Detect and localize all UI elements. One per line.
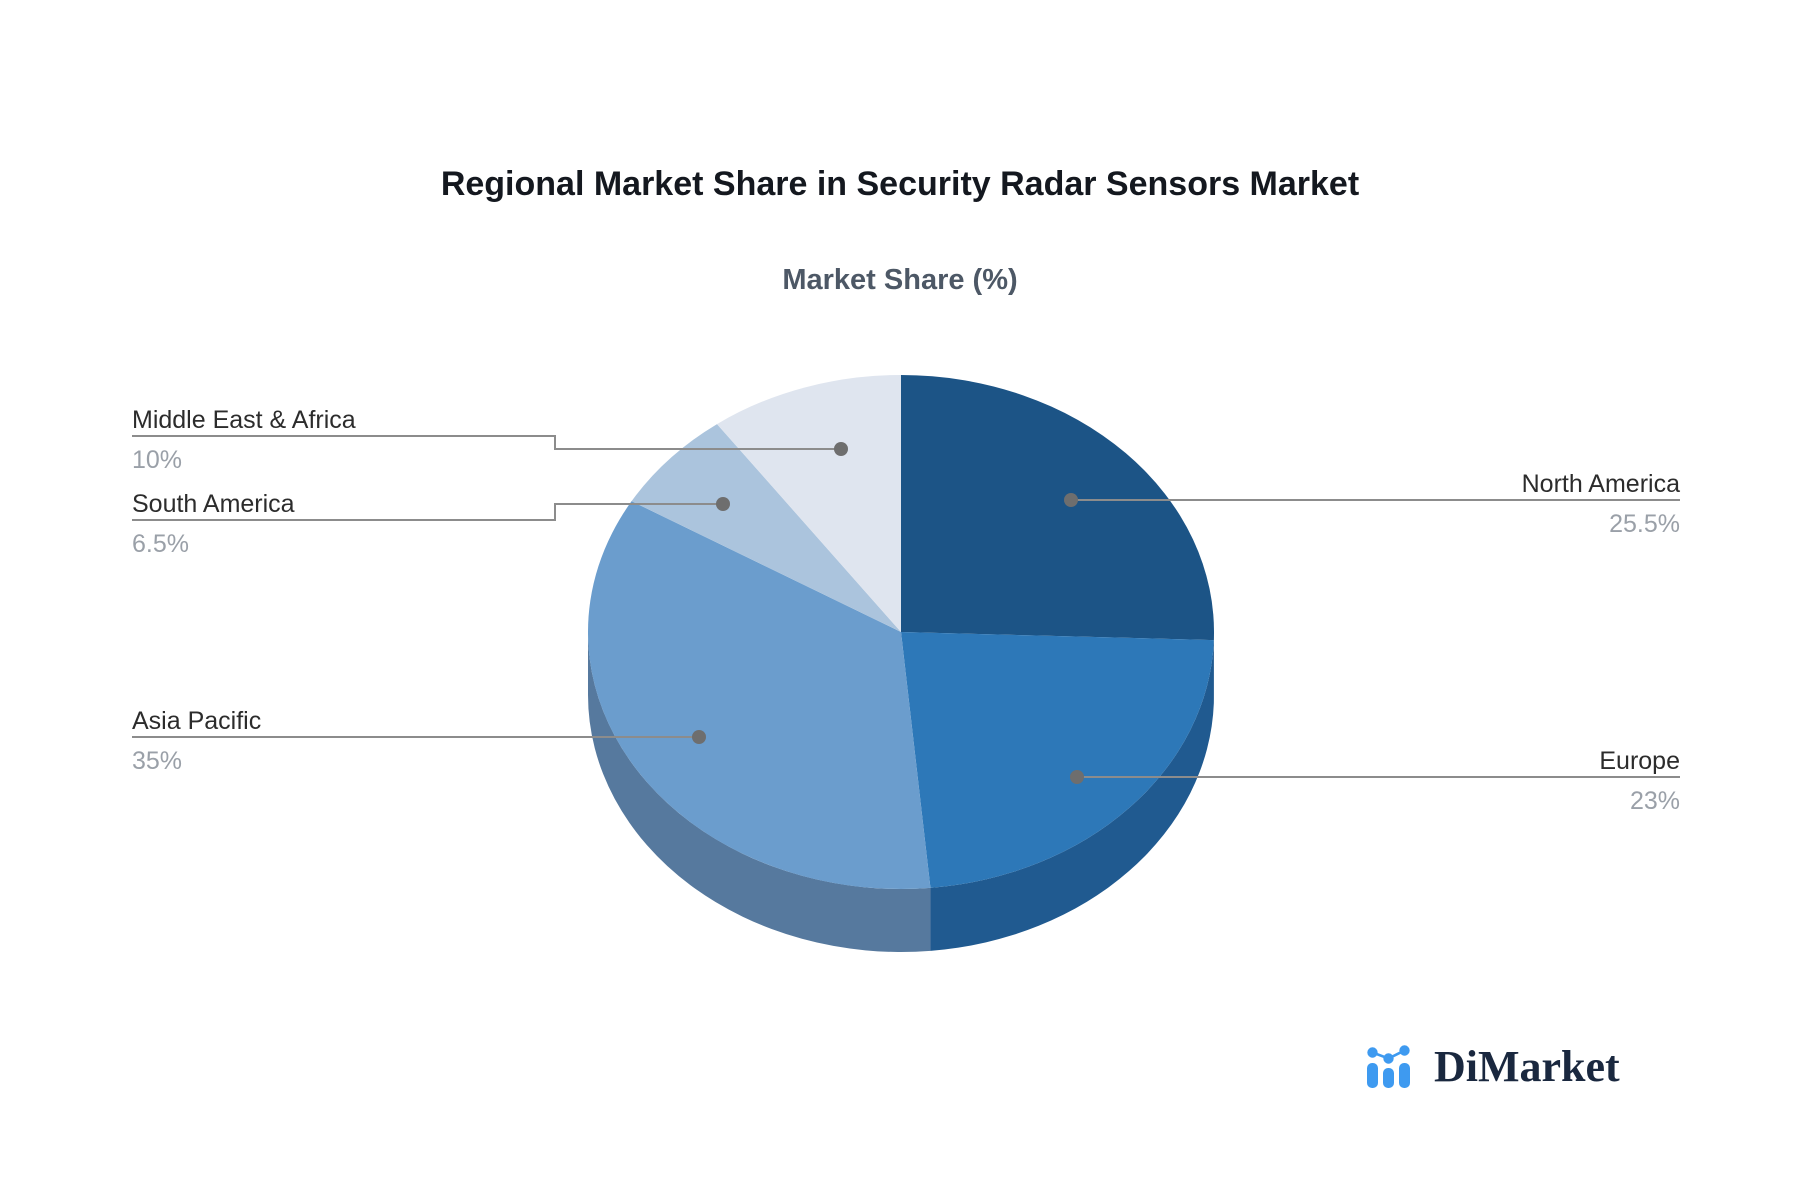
brand-name: DiMarket — [1434, 1042, 1620, 1091]
slice-value: 6.5% — [132, 530, 189, 558]
pie-slice-middle-east-africa[interactable] — [717, 375, 901, 632]
leader-line-middle-east-africa — [132, 435, 835, 450]
label-south-america: South America 6.5% — [132, 488, 295, 560]
leader-dot-middle-east-africa — [834, 442, 848, 456]
leader-dot-asia-pacific — [692, 730, 706, 744]
pie-slice-side-asia-pacific — [588, 632, 931, 953]
label-asia-pacific: Asia Pacific 35% — [132, 705, 261, 777]
pie-slice-south-america[interactable] — [631, 424, 901, 632]
leader-dot-north-america — [1064, 493, 1078, 507]
pie-slice-europe[interactable] — [901, 632, 1214, 888]
pie-slice-north-america[interactable] — [901, 375, 1214, 641]
slice-name: Middle East & Africa — [132, 406, 356, 434]
slice-value: 23% — [1629, 787, 1680, 815]
slice-value: 10% — [132, 446, 183, 474]
chart-title: Regional Market Share in Security Radar … — [440, 165, 1360, 203]
leader-dot-south-america — [716, 497, 730, 511]
chart-subtitle: Market Share (%) — [782, 264, 1018, 296]
pie-slice-side-europe — [930, 640, 1214, 951]
slice-value: 25.5% — [1609, 510, 1680, 538]
brand-logo: DiMarket — [1362, 1042, 1620, 1094]
slice-name: South America — [132, 490, 295, 518]
label-north-america: North America 25.5% — [1522, 468, 1680, 540]
label-europe: Europe 23% — [1599, 745, 1680, 817]
slice-name: Europe — [1599, 747, 1680, 775]
leader-dot-europe — [1070, 770, 1084, 784]
bar-chart-with-trend-dots-icon — [1367, 1045, 1410, 1088]
leader-line-south-america — [132, 503, 717, 521]
label-middle-east-africa: Middle East & Africa 10% — [132, 404, 356, 476]
slice-name: Asia Pacific — [132, 707, 262, 735]
slice-name: North America — [1521, 470, 1680, 498]
pie-slice-asia-pacific[interactable] — [588, 501, 931, 889]
slice-value: 35% — [132, 747, 183, 775]
